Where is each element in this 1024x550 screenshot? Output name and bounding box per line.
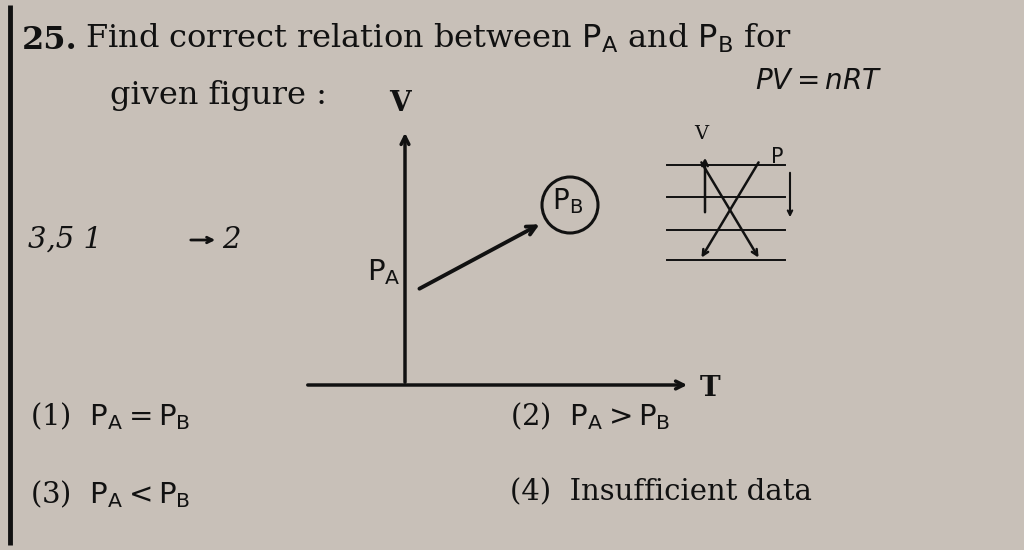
Text: $PV = nRT$: $PV = nRT$ [755, 68, 883, 95]
Text: $\mathrm{P}$: $\mathrm{P}$ [770, 147, 783, 167]
Text: 3,5 1: 3,5 1 [28, 226, 102, 254]
Text: (3)  $\mathrm{P_A < P_B}$: (3) $\mathrm{P_A < P_B}$ [30, 478, 190, 510]
Text: 25.: 25. [22, 25, 78, 56]
Text: $\mathrm{P_A}$: $\mathrm{P_A}$ [367, 257, 400, 287]
Text: 2: 2 [222, 226, 241, 254]
Text: given figure :: given figure : [110, 80, 327, 111]
Text: Find correct relation between $\mathrm{P_A}$ and $\mathrm{P_B}$ for: Find correct relation between $\mathrm{P… [85, 22, 793, 56]
Text: (2)  $\mathrm{P_A > P_B}$: (2) $\mathrm{P_A > P_B}$ [510, 400, 671, 432]
Text: $\mathrm{P_B}$: $\mathrm{P_B}$ [553, 186, 584, 216]
Text: V: V [694, 125, 708, 143]
Text: T: T [700, 375, 721, 402]
Text: V: V [389, 90, 411, 117]
Text: (1)  $\mathrm{P_A = P_B}$: (1) $\mathrm{P_A = P_B}$ [30, 400, 190, 432]
Text: (4)  Insufficient data: (4) Insufficient data [510, 478, 812, 506]
